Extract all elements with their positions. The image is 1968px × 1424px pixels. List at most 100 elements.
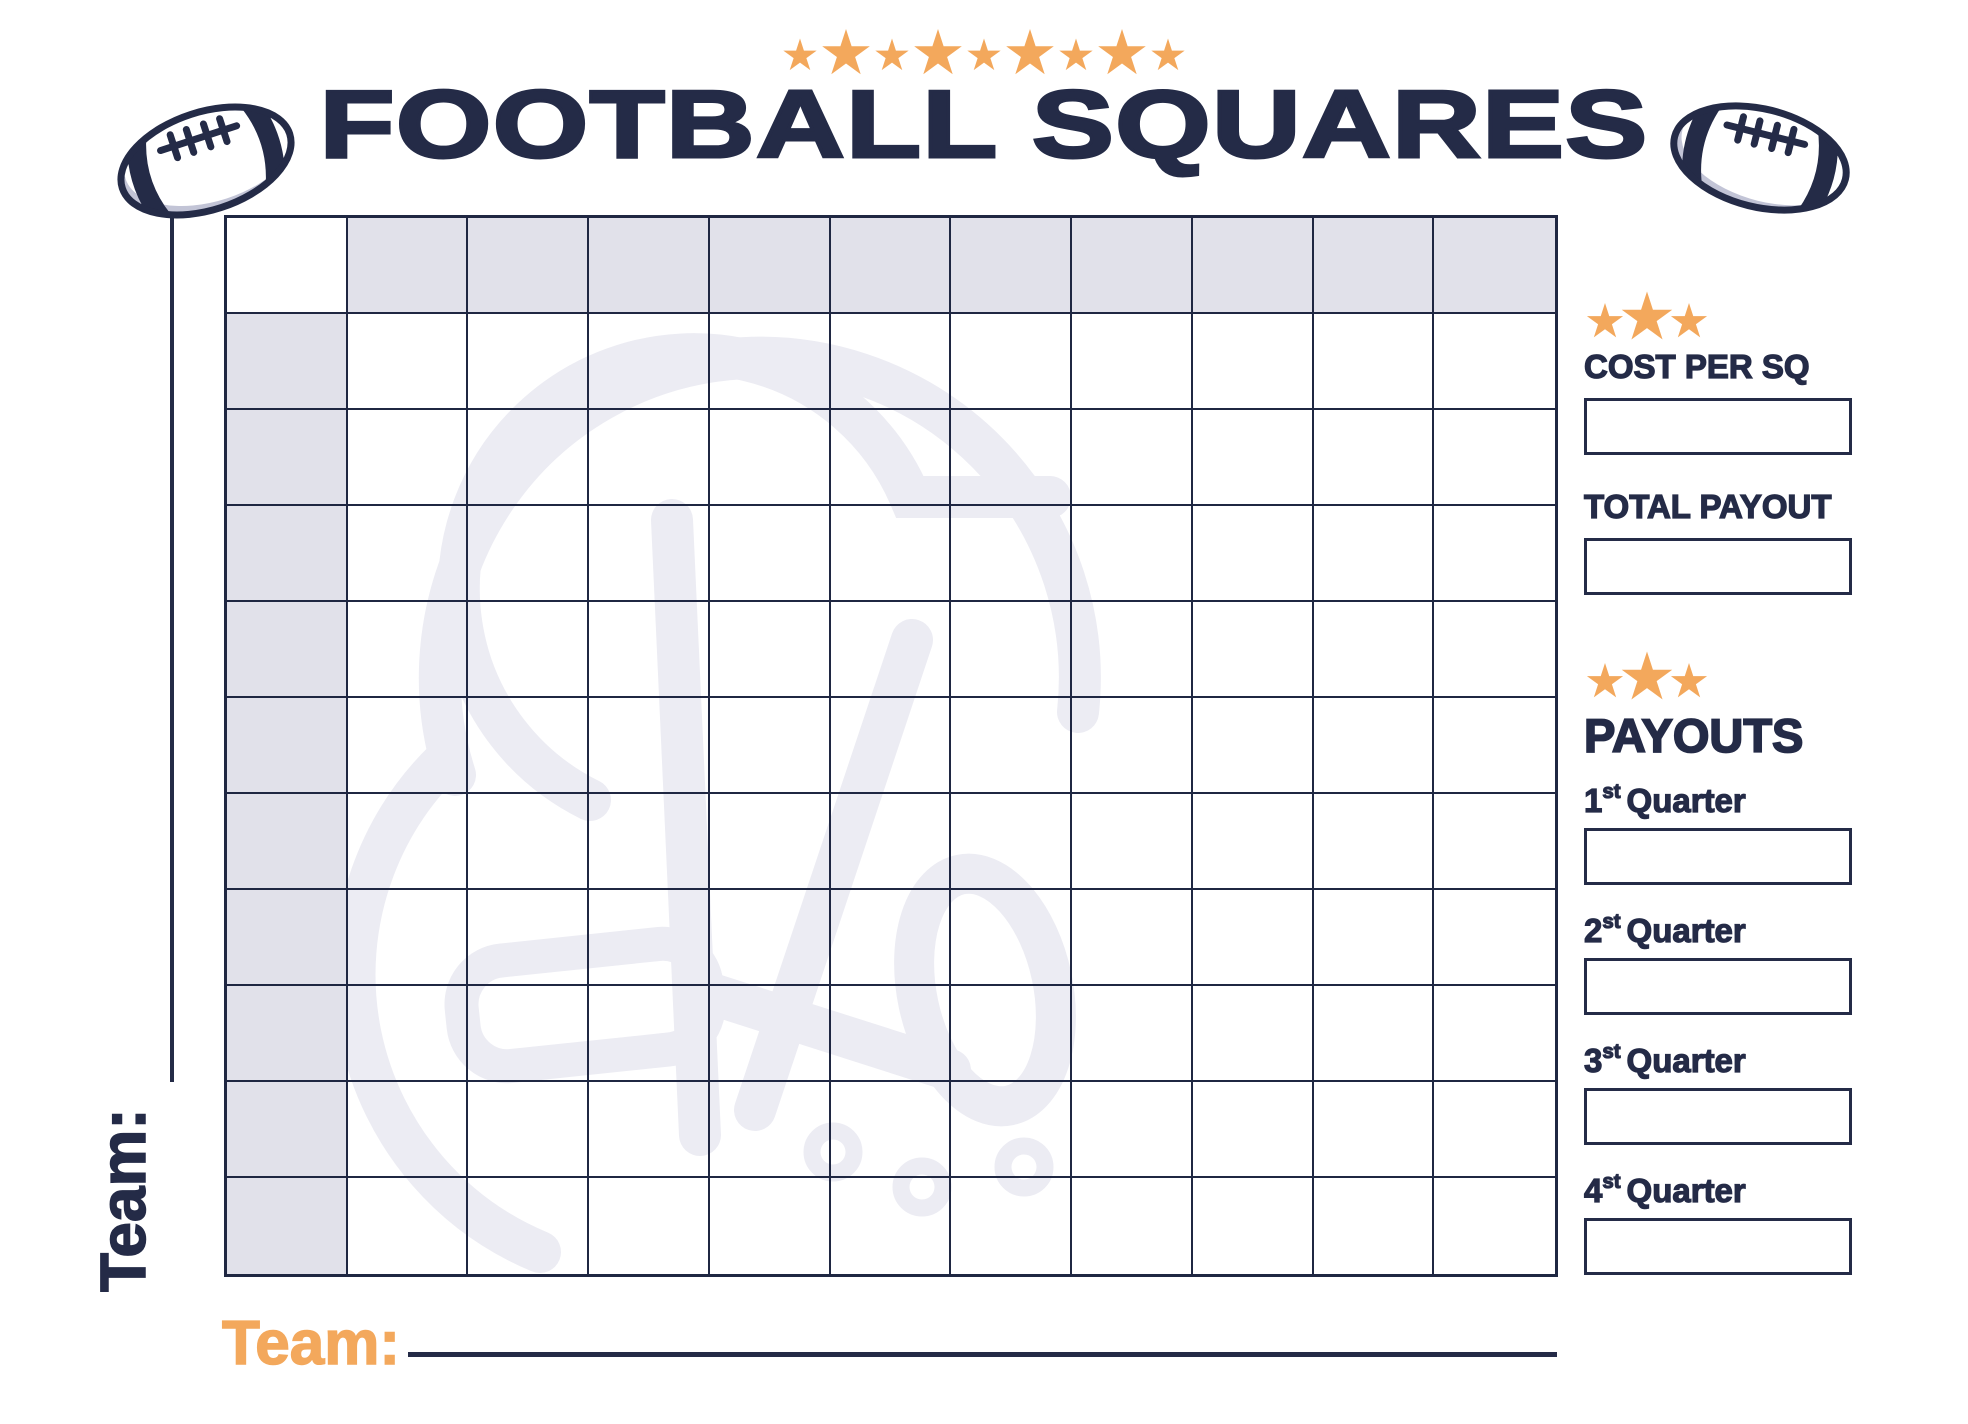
grid-square[interactable] (347, 314, 469, 410)
grid-header-cell[interactable] (227, 794, 348, 890)
grid-header-cell[interactable] (227, 410, 348, 506)
grid-square[interactable] (951, 698, 1073, 794)
grid-square[interactable] (468, 602, 590, 698)
grid-square[interactable] (951, 794, 1073, 890)
grid-square[interactable] (1072, 1082, 1193, 1178)
grid-square[interactable] (709, 410, 831, 506)
grid-square[interactable] (589, 986, 710, 1082)
grid-square[interactable] (468, 1082, 590, 1178)
grid-square[interactable] (830, 602, 952, 698)
grid-header-cell[interactable] (227, 1178, 348, 1274)
grid-square[interactable] (951, 1178, 1073, 1274)
grid-square[interactable] (1192, 314, 1314, 410)
grid-square[interactable] (1313, 794, 1435, 890)
grid-square[interactable] (830, 314, 952, 410)
grid-square[interactable] (951, 410, 1073, 506)
grid-square[interactable] (468, 986, 590, 1082)
grid-square[interactable] (1314, 1178, 1435, 1274)
grid-square[interactable] (1313, 602, 1435, 698)
grid-square[interactable] (951, 1082, 1073, 1178)
grid-square[interactable] (1072, 986, 1193, 1082)
grid-square[interactable] (1072, 698, 1193, 794)
grid-square[interactable] (830, 506, 952, 602)
total-payout-field[interactable] (1584, 538, 1852, 595)
grid-square[interactable] (951, 314, 1073, 410)
grid-square[interactable] (1313, 986, 1435, 1082)
grid-square[interactable] (347, 698, 469, 794)
grid-square[interactable] (468, 698, 590, 794)
grid-square[interactable] (1072, 506, 1193, 602)
grid-square[interactable] (710, 1178, 831, 1274)
grid-square[interactable] (830, 698, 952, 794)
grid-square[interactable] (347, 986, 469, 1082)
grid-header-cell[interactable] (1192, 218, 1314, 314)
grid-square[interactable] (709, 506, 831, 602)
grid-square[interactable] (347, 602, 469, 698)
grid-square[interactable] (1072, 602, 1193, 698)
grid-square[interactable] (830, 410, 952, 506)
grid-square[interactable] (1192, 506, 1314, 602)
grid-square[interactable] (709, 794, 831, 890)
quarter-1-field[interactable] (1584, 828, 1852, 885)
grid-square[interactable] (347, 794, 469, 890)
grid-square[interactable] (1313, 506, 1435, 602)
grid-square[interactable] (709, 314, 831, 410)
grid-square[interactable] (1434, 698, 1555, 794)
grid-square[interactable] (1072, 794, 1193, 890)
grid-square[interactable] (830, 794, 952, 890)
grid-square[interactable] (951, 602, 1073, 698)
grid-square[interactable] (589, 698, 710, 794)
grid-square[interactable] (1434, 602, 1555, 698)
grid-square[interactable] (951, 506, 1073, 602)
grid-square[interactable] (1072, 314, 1193, 410)
grid-square[interactable] (1072, 890, 1193, 986)
grid-square[interactable] (1313, 698, 1435, 794)
grid-header-cell[interactable] (227, 698, 348, 794)
grid-square[interactable] (1313, 314, 1435, 410)
grid-header-cell[interactable] (709, 218, 831, 314)
grid-square[interactable] (709, 1082, 831, 1178)
grid-square[interactable] (589, 410, 710, 506)
grid-square[interactable] (1434, 410, 1555, 506)
grid-square[interactable] (830, 1082, 952, 1178)
grid-square[interactable] (951, 986, 1073, 1082)
grid-header-cell[interactable] (227, 602, 348, 698)
grid-square[interactable] (348, 1178, 469, 1274)
grid-header-cell[interactable] (347, 218, 469, 314)
grid-square[interactable] (1192, 794, 1314, 890)
grid-square[interactable] (1434, 1178, 1555, 1274)
grid-square[interactable] (1192, 986, 1314, 1082)
grid-header-cell[interactable] (830, 218, 952, 314)
grid-square[interactable] (589, 794, 710, 890)
grid-square[interactable] (347, 506, 469, 602)
grid-square[interactable] (1434, 506, 1555, 602)
grid-square[interactable] (1192, 890, 1314, 986)
grid-square[interactable] (831, 1178, 952, 1274)
grid-square[interactable] (709, 986, 831, 1082)
grid-header-cell[interactable] (227, 506, 348, 602)
grid-header-cell[interactable] (589, 218, 710, 314)
grid-square[interactable] (468, 890, 590, 986)
grid-square[interactable] (1434, 314, 1555, 410)
grid-square[interactable] (951, 890, 1073, 986)
grid-square[interactable] (1434, 986, 1555, 1082)
grid-square[interactable] (1192, 698, 1314, 794)
team-bottom-line[interactable] (408, 1352, 1557, 1357)
quarter-4-field[interactable] (1584, 1218, 1852, 1275)
grid-square[interactable] (709, 602, 831, 698)
grid-header-cell[interactable] (1313, 218, 1435, 314)
grid-square[interactable] (1313, 1082, 1435, 1178)
grid-header-cell[interactable] (227, 986, 348, 1082)
grid-square[interactable] (1313, 410, 1435, 506)
grid-header-cell[interactable] (227, 314, 348, 410)
grid-square[interactable] (1193, 1178, 1314, 1274)
grid-square[interactable] (347, 1082, 469, 1178)
grid-square[interactable] (347, 410, 469, 506)
grid-square[interactable] (709, 890, 831, 986)
grid-square[interactable] (1434, 890, 1555, 986)
grid-square[interactable] (1192, 1082, 1314, 1178)
grid-header-cell[interactable] (951, 218, 1073, 314)
grid-square[interactable] (589, 1178, 710, 1274)
grid-square[interactable] (589, 602, 710, 698)
grid-header-cell[interactable] (1434, 218, 1555, 314)
